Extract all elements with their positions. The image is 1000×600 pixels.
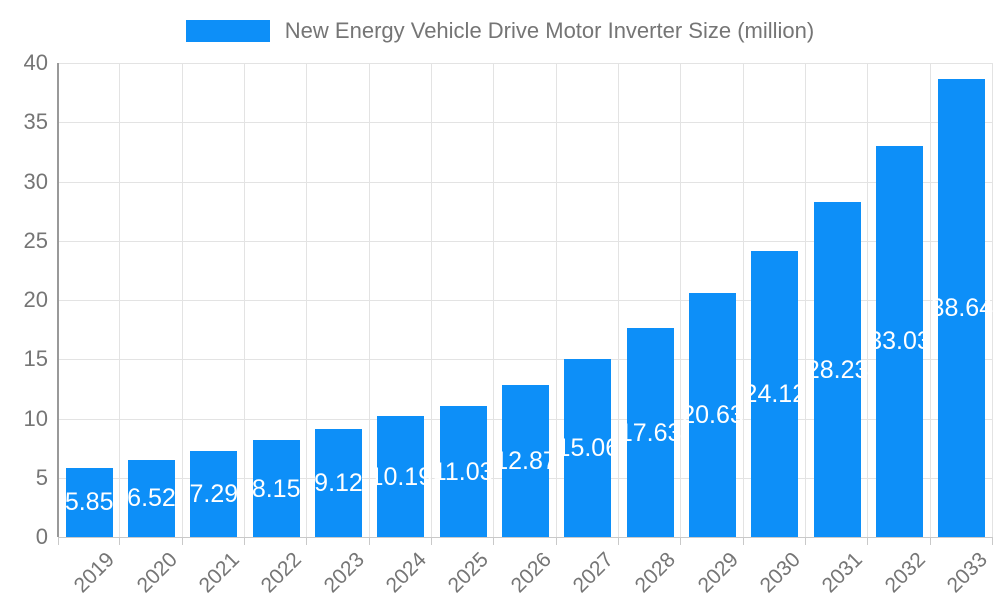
y-tick-label: 0 xyxy=(35,524,48,549)
y-tick-label: 5 xyxy=(35,464,48,490)
bar-2024[interactable] xyxy=(377,416,425,537)
h-gridline xyxy=(58,181,993,183)
x-tick-label-2024: 2024 xyxy=(381,548,432,598)
h-gridline xyxy=(58,63,993,64)
v-gridline xyxy=(368,63,370,537)
x-tick-mark xyxy=(929,537,931,545)
y-axis: 0 5 10 15 20 25 30 35 40 xyxy=(0,50,48,549)
x-tick-mark xyxy=(867,537,869,545)
x-tick-label-2027: 2027 xyxy=(568,548,619,598)
y-axis-line xyxy=(57,63,59,537)
v-gridline xyxy=(742,63,744,537)
x-tick-label-2019: 2019 xyxy=(70,548,120,598)
bar-2029[interactable] xyxy=(689,292,736,537)
x-tick-label-2033: 2033 xyxy=(942,548,993,598)
bar-2030[interactable] xyxy=(751,251,799,537)
bar-2027[interactable] xyxy=(564,358,612,537)
y-tick-label: 25 xyxy=(23,227,48,253)
x-tick-label-2026: 2026 xyxy=(506,548,556,598)
x-tick-label-2029: 2029 xyxy=(693,548,743,598)
x-tick-mark xyxy=(306,537,308,545)
legend-label: New Energy Vehicle Drive Motor Inverter … xyxy=(284,18,815,43)
x-tick-mark xyxy=(742,537,744,545)
bar-2020[interactable] xyxy=(128,459,175,537)
v-gridline xyxy=(805,63,806,537)
v-gridline xyxy=(119,63,121,537)
x-tick-label-2031: 2031 xyxy=(818,548,868,598)
bar-2033[interactable] xyxy=(938,79,986,537)
h-gridline xyxy=(58,300,993,301)
legend-swatch-icon xyxy=(185,20,270,42)
v-gridline xyxy=(306,63,308,537)
bar-2026[interactable] xyxy=(502,384,549,537)
h-gridline xyxy=(58,122,993,124)
y-tick-label: 35 xyxy=(23,109,48,135)
chart-legend[interactable]: New Energy Vehicle Drive Motor Inverter … xyxy=(0,18,1000,44)
x-tick-mark xyxy=(431,537,432,545)
x-tick-mark xyxy=(244,537,245,545)
v-gridline xyxy=(555,63,557,537)
x-tick-mark xyxy=(555,537,557,545)
y-tick-label: 40 xyxy=(23,50,48,75)
x-tick-label-2022: 2022 xyxy=(257,548,307,598)
v-gridline xyxy=(618,63,619,537)
bar-2031[interactable] xyxy=(813,202,861,537)
x-tick-mark xyxy=(58,537,59,545)
v-gridline xyxy=(929,63,931,537)
plot-area: 5.85 6.52 7.29 8.15 9.12 10.19 11.03 12.87 15.06… xyxy=(57,63,993,545)
x-tick-label-2028: 2028 xyxy=(631,548,681,598)
x-tick-mark xyxy=(119,537,121,545)
x-tick-mark xyxy=(368,537,370,545)
bar-2023[interactable] xyxy=(315,428,362,537)
bar-2032[interactable] xyxy=(876,145,923,537)
y-tick-label: 30 xyxy=(23,168,48,194)
x-tick-label-2032: 2032 xyxy=(880,548,930,598)
v-gridline xyxy=(431,63,432,537)
bar-2025[interactable] xyxy=(439,406,487,537)
x-tick-label-2023: 2023 xyxy=(319,548,369,598)
x-tick-mark xyxy=(992,537,993,545)
y-tick-label: 15 xyxy=(23,346,48,372)
x-tick-label-2030: 2030 xyxy=(755,548,806,598)
x-tick-label-2020: 2020 xyxy=(132,548,182,598)
bar-2022[interactable] xyxy=(252,440,300,537)
bar-2028[interactable] xyxy=(626,328,674,537)
x-tick-mark xyxy=(680,537,682,545)
v-gridline xyxy=(867,63,869,537)
y-tick-label: 20 xyxy=(23,287,48,312)
y-tick-label: 10 xyxy=(23,405,48,431)
v-gridline xyxy=(680,63,682,537)
x-tick-mark xyxy=(805,537,806,545)
x-tick-mark xyxy=(618,537,619,545)
bar-2019[interactable] xyxy=(65,467,113,537)
x-tick-label-2021: 2021 xyxy=(194,548,245,598)
v-gridline xyxy=(181,63,183,537)
v-gridline xyxy=(992,63,993,537)
x-tick-mark xyxy=(493,537,495,545)
x-tick-label-2025: 2025 xyxy=(444,548,494,598)
h-gridline xyxy=(58,359,993,361)
x-tick-mark xyxy=(181,537,183,545)
bar-2021[interactable] xyxy=(190,450,238,537)
h-gridline xyxy=(58,240,993,242)
v-gridline xyxy=(244,63,245,537)
v-gridline xyxy=(493,63,495,537)
x-axis-baseline xyxy=(58,537,993,538)
